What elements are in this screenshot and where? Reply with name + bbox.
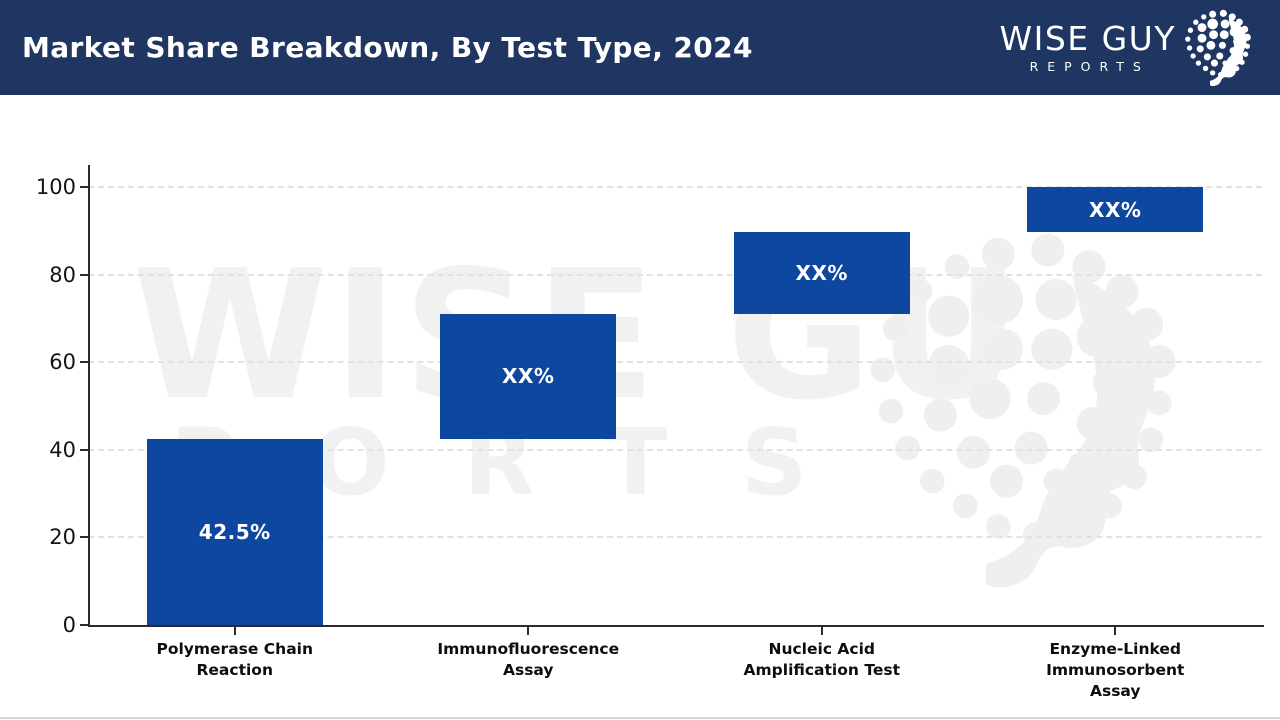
wise-guy-reports-logo: WISE GUY REPORTS: [999, 8, 1254, 88]
x-tick-mark: [820, 627, 823, 635]
bar: [146, 438, 323, 625]
y-tick-label: 40: [49, 437, 76, 462]
y-tick-mark: [80, 361, 88, 364]
grid-line: [88, 448, 1262, 451]
bottom-divider: [0, 717, 1280, 719]
grid-line: [88, 186, 1262, 188]
logo-wordmark: WISE GUY: [999, 18, 1176, 58]
y-tick-mark: [80, 536, 88, 539]
x-tick-mark: [527, 627, 530, 635]
y-tick-label: 100: [35, 175, 76, 199]
x-axis-line: [88, 625, 1264, 627]
bar-value-label: XX%: [795, 261, 848, 286]
x-tick-mark: [233, 627, 236, 635]
y-tick-mark: [80, 273, 88, 276]
bar-value-label: XX%: [502, 364, 555, 389]
logo-wordmark-block: WISE GUY REPORTS: [999, 22, 1176, 74]
bar: [440, 314, 617, 439]
x-category-label: Nucleic Acid Amplification Test: [743, 640, 900, 679]
chart-canvas: WISE GU PORTS 0 20 40 60 80 100 42.5% Polymeras…: [0, 95, 1280, 720]
y-tick-label: 80: [49, 262, 76, 287]
y-tick-label: 60: [49, 350, 76, 375]
x-category-label: Polymerase Chain Reaction: [156, 640, 314, 679]
y-tick-label: 0: [62, 613, 76, 637]
grid-line: [88, 536, 1262, 539]
dotted-head-icon: [1182, 8, 1254, 88]
x-category-label: Enzyme-Linked Immunosorbent Assay: [1046, 640, 1185, 700]
logo-subtext: REPORTS: [1029, 58, 1150, 74]
x-tick-mark: [1114, 627, 1117, 635]
bar-value-label: 42.5%: [198, 519, 271, 544]
x-category-label: Immunofluorescence Assay: [437, 640, 620, 679]
plot-area: 0 20 40 60 80 100 42.5% Polymerase Chain Reacti…: [0, 95, 1280, 720]
bar: [1027, 187, 1204, 233]
page-title: Market Share Breakdown, By Test Type, 20…: [22, 31, 753, 64]
y-tick-mark: [80, 624, 88, 626]
header-bar: Market Share Breakdown, By Test Type, 20…: [0, 0, 1280, 95]
bar-value-label: XX%: [1089, 197, 1142, 222]
y-tick-mark: [80, 448, 88, 451]
y-axis-line: [88, 165, 90, 625]
y-tick-label: 20: [49, 525, 76, 550]
grid-line: [88, 361, 1262, 364]
y-tick-mark: [80, 186, 88, 188]
bar: [733, 232, 910, 314]
grid-line: [88, 273, 1262, 276]
